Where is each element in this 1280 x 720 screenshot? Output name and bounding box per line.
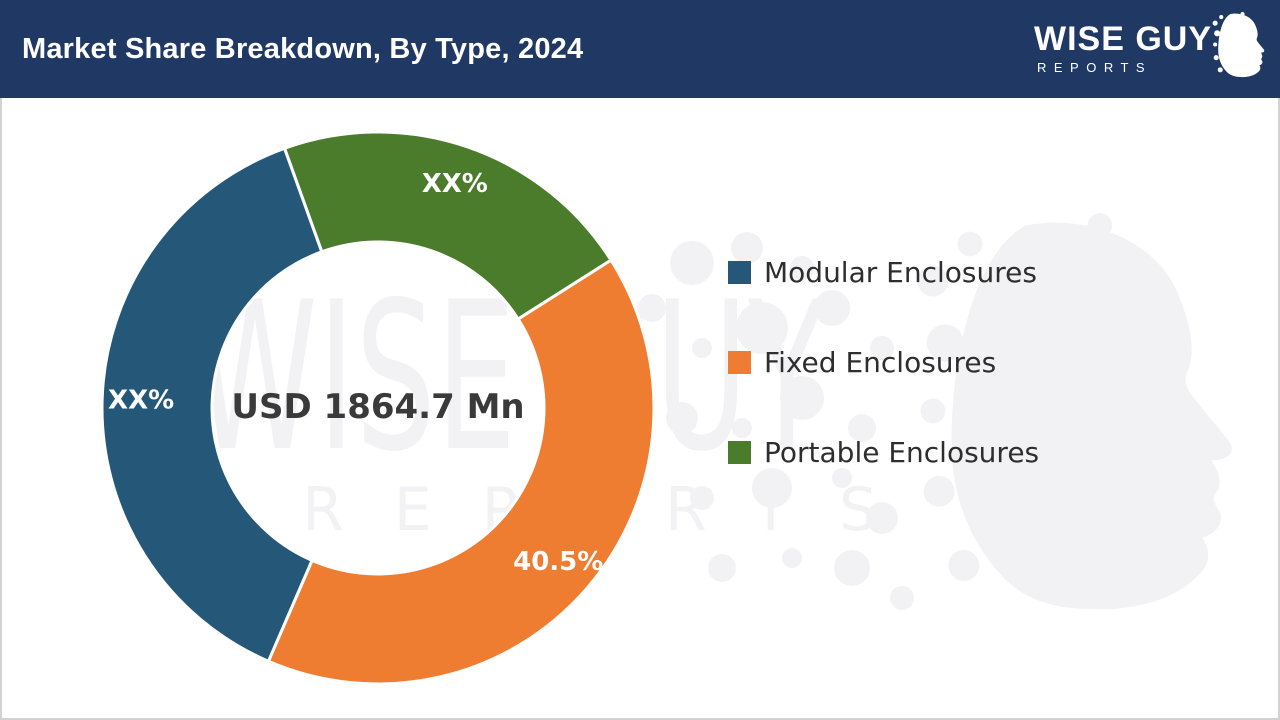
legend-swatch: [728, 261, 751, 284]
legend-item-fixed-enclosures: Fixed Enclosures: [728, 346, 1039, 379]
legend-label: Portable Enclosures: [764, 436, 1040, 469]
page-title: Market Share Breakdown, By Type, 2024: [22, 32, 584, 65]
donut-chart: XX% 40.5% XX%: [100, 130, 656, 686]
legend-label: Fixed Enclosures: [764, 346, 997, 379]
brand-logo-text: WISE GUY: [1034, 20, 1212, 58]
chart-area: WISE GUY REPORTS: [0, 98, 1280, 720]
legend-swatch: [728, 441, 751, 464]
slice-modular-enclosures: [100, 146, 324, 663]
legend-swatch: [728, 351, 751, 374]
brand-logo: WISE GUY REPORTS: [1034, 12, 1265, 78]
brand-face-icon: [1212, 12, 1265, 78]
slice-label-portable-enclosures: XX%: [422, 169, 488, 199]
brand-logo-subtext: REPORTS: [1037, 60, 1152, 75]
slice-label-modular-enclosures: XX%: [108, 386, 174, 416]
legend-item-modular-enclosures: Modular Enclosures: [728, 256, 1039, 289]
legend-item-portable-enclosures: Portable Enclosures: [728, 436, 1039, 469]
legend-label: Modular Enclosures: [764, 256, 1037, 289]
header: Market Share Breakdown, By Type, 2024 WI…: [0, 0, 1280, 98]
slice-fixed-enclosures: [266, 258, 656, 686]
slice-portable-enclosures: [283, 130, 613, 321]
center-value: USD 1864.7 Mn: [231, 387, 525, 427]
slice-label-fixed-enclosures: 40.5%: [513, 547, 603, 577]
legend: Modular Enclosures Fixed Enclosures Portab…: [728, 256, 1039, 526]
